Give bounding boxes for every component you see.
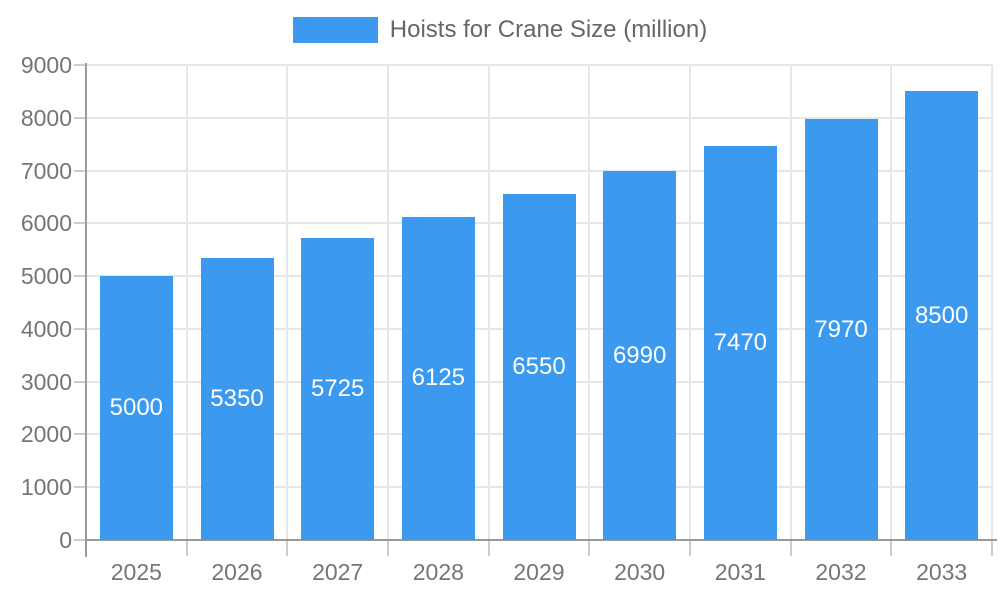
bar-value-label: 7970 [814, 315, 868, 343]
x-axis-tick-label: 2028 [412, 559, 464, 585]
bar[interactable]: 6125 [401, 216, 475, 540]
y-axis-tick-label: 3000 [20, 368, 72, 395]
y-axis-tick [74, 486, 86, 489]
y-axis-tick [74, 169, 86, 172]
y-axis-tick [74, 275, 86, 278]
gridline-horizontal [86, 64, 992, 66]
y-axis-tick-label: 9000 [20, 52, 72, 78]
x-axis-tick [991, 540, 993, 556]
x-axis-tick [387, 540, 389, 556]
y-axis-tick-label: 6000 [20, 210, 72, 237]
bar-value-label: 6125 [411, 364, 466, 392]
gridline-vertical [588, 65, 591, 540]
y-axis-tick [74, 327, 86, 330]
x-axis-tick [689, 540, 691, 556]
x-axis-tick [286, 540, 289, 556]
y-axis-tick [74, 539, 86, 541]
x-axis-tick-label: 2026 [211, 559, 263, 585]
gridline-vertical [890, 65, 893, 540]
y-axis-tick-label: 0 [59, 527, 72, 553]
x-axis-tick [588, 540, 591, 556]
gridline-vertical [387, 65, 389, 540]
y-axis-tick [74, 380, 86, 383]
y-axis-line [85, 63, 87, 557]
bar-value-label: 7470 [713, 328, 768, 356]
x-axis-tick-label: 2030 [614, 559, 666, 585]
gridline-horizontal [86, 169, 992, 172]
x-axis-tick-label: 2031 [714, 559, 766, 585]
y-axis-tick [74, 64, 86, 66]
bar-value-label: 8500 [914, 301, 969, 329]
y-axis-tick-label: 7000 [20, 157, 72, 184]
bar[interactable]: 6550 [502, 194, 576, 540]
x-axis-tick-label: 2025 [110, 559, 162, 585]
bar[interactable]: 5000 [99, 276, 173, 540]
x-axis-line [85, 539, 997, 541]
x-axis-tick [185, 540, 188, 556]
gridline-vertical [286, 65, 289, 540]
gridline-vertical [991, 65, 993, 540]
bar[interactable]: 6990 [603, 171, 677, 540]
legend-swatch-icon [292, 17, 378, 43]
gridline-horizontal [86, 116, 992, 119]
y-axis-tick-label: 2000 [20, 421, 72, 448]
y-axis-tick [74, 222, 86, 225]
legend[interactable]: Hoists for Crane Size (million) [0, 15, 1000, 45]
y-axis-tick-label: 8000 [20, 104, 72, 131]
x-axis-tick [789, 540, 792, 556]
y-axis-tick-label: 5000 [20, 263, 72, 290]
bar[interactable]: 7970 [804, 119, 878, 540]
y-axis-tick-label: 1000 [20, 474, 72, 501]
x-axis-tick-label: 2032 [815, 559, 867, 585]
bar-value-label: 6990 [612, 341, 667, 369]
x-axis-tick [890, 540, 893, 556]
gridline-vertical [789, 65, 792, 540]
x-axis-tick-label: 2029 [513, 559, 565, 585]
bar[interactable]: 7470 [703, 145, 777, 540]
bar-value-label: 6550 [512, 353, 566, 381]
y-axis-tick [74, 433, 86, 436]
x-axis-tick-label: 2033 [916, 559, 968, 585]
bar[interactable]: 8500 [905, 91, 979, 540]
gridline-vertical [487, 65, 490, 540]
bar[interactable]: 5350 [200, 257, 274, 540]
bar-value-label: 5725 [310, 374, 365, 402]
bar-value-label: 5350 [210, 384, 264, 412]
bar[interactable]: 5725 [301, 237, 375, 540]
x-axis-tick [487, 540, 490, 556]
gridline-vertical [185, 65, 188, 540]
y-axis-tick [74, 116, 86, 119]
x-axis-tick-label: 2027 [312, 559, 364, 585]
legend-label: Hoists for Crane Size (million) [389, 16, 708, 43]
bar-value-label: 5000 [109, 394, 164, 422]
gridline-vertical [689, 65, 691, 540]
y-axis-tick-label: 4000 [20, 315, 72, 342]
